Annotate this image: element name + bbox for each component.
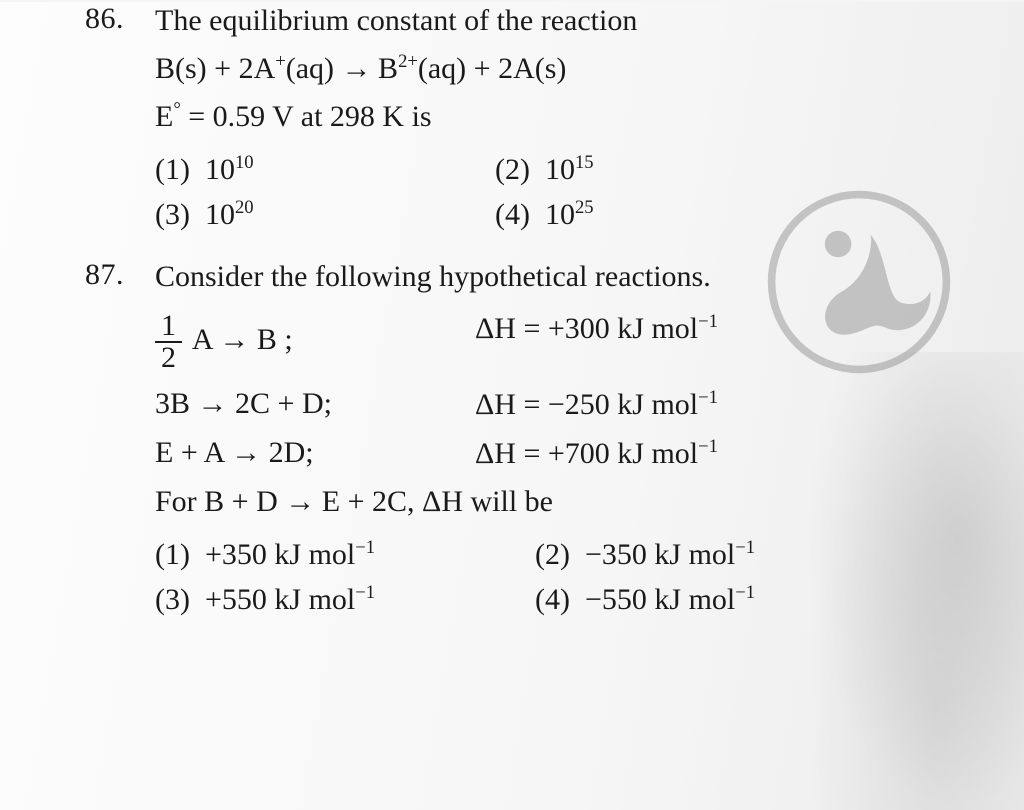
question-87: 87. Consider the following hypothetical … [85, 258, 964, 618]
option-label: (2) [535, 538, 570, 571]
option-4: (4) −550 kJ mol−1 [535, 582, 875, 617]
option-label: (3) [155, 198, 190, 231]
reaction-block: 1 2 A → B ; ΔH = +300 kJ mol−1 3B → 2C +… [155, 311, 964, 471]
reaction-text: A → B ; [192, 323, 293, 356]
question-stem: Consider the following hypothetical reac… [155, 258, 964, 296]
equation-line: B(s) + 2A+(aq) → B2+(aq) + 2A(s) [155, 48, 964, 90]
option-1: (1) +350 kJ mol−1 [155, 537, 495, 572]
reaction-dh: ΔH = +300 kJ mol−1 [475, 311, 964, 373]
option-2: (2) 1015 [495, 152, 795, 187]
option-label: (4) [495, 198, 530, 231]
option-label: (3) [155, 583, 190, 616]
question-number: 86. [85, 2, 155, 36]
equation-line: E° = 0.59 V at 298 K is [155, 96, 964, 138]
question-body: Consider the following hypothetical reac… [155, 258, 964, 618]
options-grid: (1) +350 kJ mol−1 (2) −350 kJ mol−1 (3) … [155, 537, 964, 617]
question-86: 86. The equilibrium constant of the reac… [85, 2, 964, 232]
option-label: (4) [535, 583, 570, 616]
option-3: (3) 1020 [155, 197, 455, 232]
fraction-den: 2 [155, 343, 182, 373]
option-label: (2) [495, 153, 530, 186]
question-number: 87. [85, 258, 155, 292]
page: 86. The equilibrium constant of the reac… [0, 2, 1024, 810]
reaction-dh: ΔH = +700 kJ mol−1 [475, 436, 964, 471]
option-label: (1) [155, 153, 190, 186]
reaction-lhs: 3B → 2C + D; [155, 387, 475, 422]
question-body: The equilibrium constant of the reaction… [155, 2, 964, 232]
option-label: (1) [155, 538, 190, 571]
option-1: (1) 1010 [155, 152, 455, 187]
options-grid: (1) 1010 (2) 1015 (3) 1020 (4) 1025 [155, 152, 964, 232]
fraction: 1 2 [155, 311, 182, 373]
option-3: (3) +550 kJ mol−1 [155, 582, 495, 617]
reaction-lhs: E + A → 2D; [155, 436, 475, 471]
option-4: (4) 1025 [495, 197, 795, 232]
question-stem: The equilibrium constant of the reaction [155, 2, 964, 40]
followup-line: For B + D → E + 2C, ΔH will be [155, 481, 964, 523]
reaction-dh: ΔH = −250 kJ mol−1 [475, 387, 964, 422]
reaction-lhs: 1 2 A → B ; [155, 311, 475, 373]
fraction-num: 1 [155, 311, 182, 343]
option-2: (2) −350 kJ mol−1 [535, 537, 875, 572]
